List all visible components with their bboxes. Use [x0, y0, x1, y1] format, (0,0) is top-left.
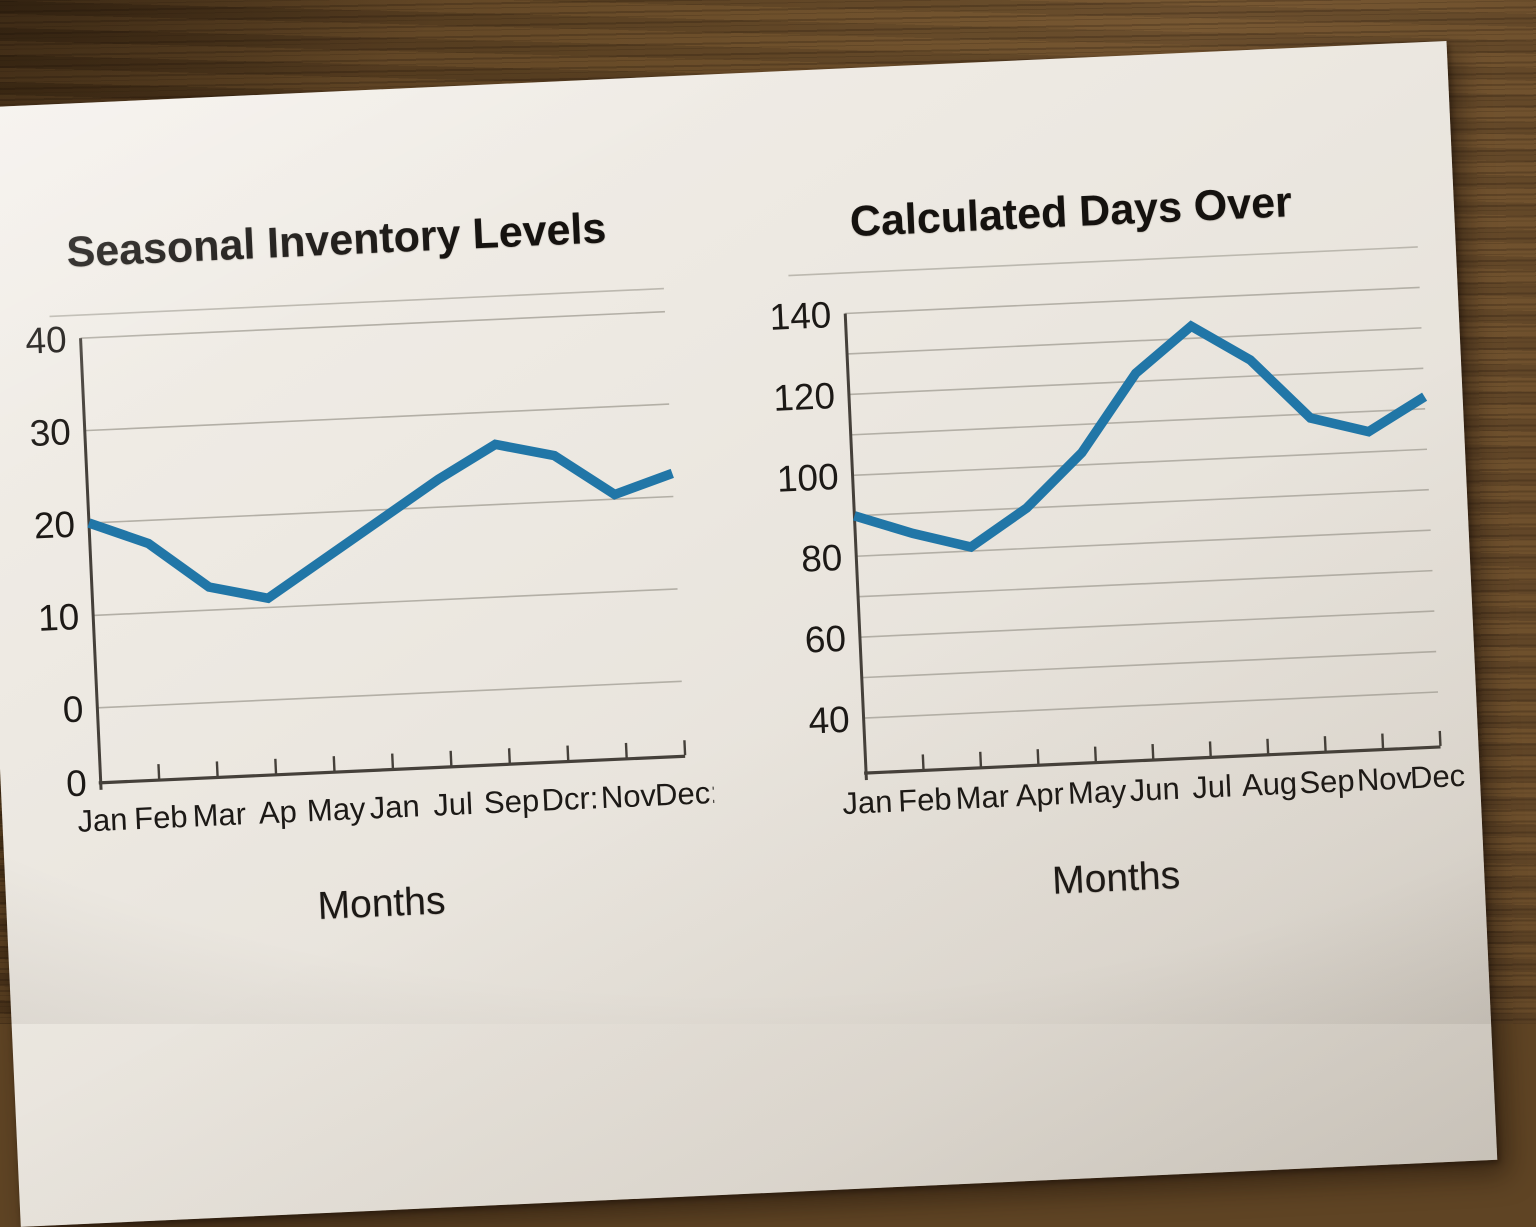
x-tick-label: Dcr:: [541, 780, 599, 818]
gridline: [788, 246, 1418, 277]
x-axis-title-months-left: Months: [316, 879, 447, 929]
x-tick: [921, 754, 925, 770]
paper-sheet: Seasonal Inventory Levels 40 30 20 10 0 0 Jan F…: [0, 40, 1498, 1227]
gridline: [49, 287, 664, 318]
y-tick-label: 0: [62, 688, 84, 730]
y-axis-line: [79, 338, 103, 790]
x-tick: [1036, 749, 1040, 765]
gridline: [88, 495, 674, 524]
y-tick-label: 140: [769, 294, 833, 338]
photo-scene: Seasonal Inventory Levels 40 30 20 10 0 0 Jan F…: [0, 0, 1536, 1024]
gridline: [97, 680, 682, 709]
gridline: [861, 650, 1437, 679]
gridline: [93, 588, 678, 617]
gridline: [858, 569, 1433, 598]
x-tick-label: Dec:: [1409, 757, 1469, 795]
gridline: [84, 403, 670, 432]
x-tick: [979, 751, 983, 767]
gridline: [854, 488, 1429, 517]
line-chart-seasonal-inventory-levels: 40 30 20 10 0 0 Jan Feb Mar Ap May Jan Jul Sep Dcr: Nov…: [0, 256, 719, 857]
x-tick-label: Apr: [1015, 776, 1065, 813]
x-tick-label: May: [306, 791, 367, 829]
x-tick-label: Jan: [369, 788, 421, 825]
y-tick-label: 10: [37, 596, 80, 639]
x-tick: [391, 753, 395, 769]
x-tick-label: Dec:: [654, 775, 715, 813]
x-tick: [215, 761, 219, 777]
gridline: [850, 408, 1426, 436]
x-tick-label: Feb: [133, 799, 188, 836]
x-tick-label: Ap: [258, 794, 297, 831]
gridline: [852, 448, 1428, 477]
x-tick: [683, 740, 687, 756]
gridline: [848, 367, 1424, 396]
y-tick-label: 20: [33, 504, 76, 547]
y-axis-corner-label: 0: [65, 762, 87, 804]
x-tick: [1093, 746, 1098, 762]
x-axis-title-months-right: Months: [1051, 853, 1181, 903]
gridline: [856, 529, 1431, 558]
x-tick-label: Nov: [600, 778, 657, 815]
x-tick: [449, 750, 453, 766]
x-tick: [332, 756, 336, 772]
x-tick: [507, 748, 511, 764]
x-tick-label: Jul: [432, 786, 473, 823]
y-tick-label: 30: [29, 411, 72, 454]
x-tick: [1438, 730, 1442, 747]
x-tick: [274, 758, 278, 774]
x-tick-label: Jul: [1191, 768, 1232, 805]
x-tick: [566, 745, 570, 761]
x-tick: [1208, 741, 1212, 757]
y-tick-label: 80: [800, 537, 843, 580]
x-tick-label: Jun: [1129, 771, 1181, 808]
x-tick-label: May: [1067, 773, 1128, 811]
y-tick-label: 40: [25, 319, 68, 362]
x-tick: [1266, 738, 1270, 754]
data-line-series: [853, 320, 1428, 553]
x-tick-label: Aug: [1241, 766, 1298, 803]
x-tick-label: Sep: [1299, 763, 1356, 800]
x-tick-label: Nov: [1356, 760, 1413, 797]
chart-svg: 140 120 100 80 60 40 Jan Feb Mar Apr May Jun Jul Aug S…: [769, 246, 1474, 821]
gridline: [863, 691, 1439, 719]
x-tick: [624, 742, 628, 758]
y-tick-label: 120: [772, 375, 836, 419]
gridline: [859, 610, 1435, 638]
line-chart-calculated-days-over: 140 120 100 80 60 40 Jan Feb Mar Apr May Jun Jul Aug S…: [763, 226, 1474, 856]
y-tick-label: 100: [776, 456, 840, 500]
x-tick-label: Feb: [897, 781, 952, 818]
x-tick-label: Sep: [483, 783, 540, 820]
y-axis-line: [843, 313, 868, 781]
x-tick-label: Mar: [955, 779, 1010, 816]
data-line-series: [87, 439, 674, 604]
gridline: [847, 327, 1422, 355]
x-tick-label: Mar: [192, 796, 247, 833]
x-tick: [157, 764, 161, 780]
x-axis-line: [864, 745, 1441, 775]
x-tick-label: Jan: [77, 802, 129, 839]
x-tick: [1381, 733, 1385, 749]
x-tick: [1151, 743, 1155, 760]
y-tick-label: 40: [808, 699, 851, 742]
x-axis-line: [98, 754, 686, 785]
x-tick-label: Jan: [842, 784, 894, 821]
y-tick-label: 60: [804, 618, 847, 661]
gridline: [845, 286, 1420, 315]
x-tick: [1323, 736, 1327, 752]
gridline: [80, 310, 665, 340]
